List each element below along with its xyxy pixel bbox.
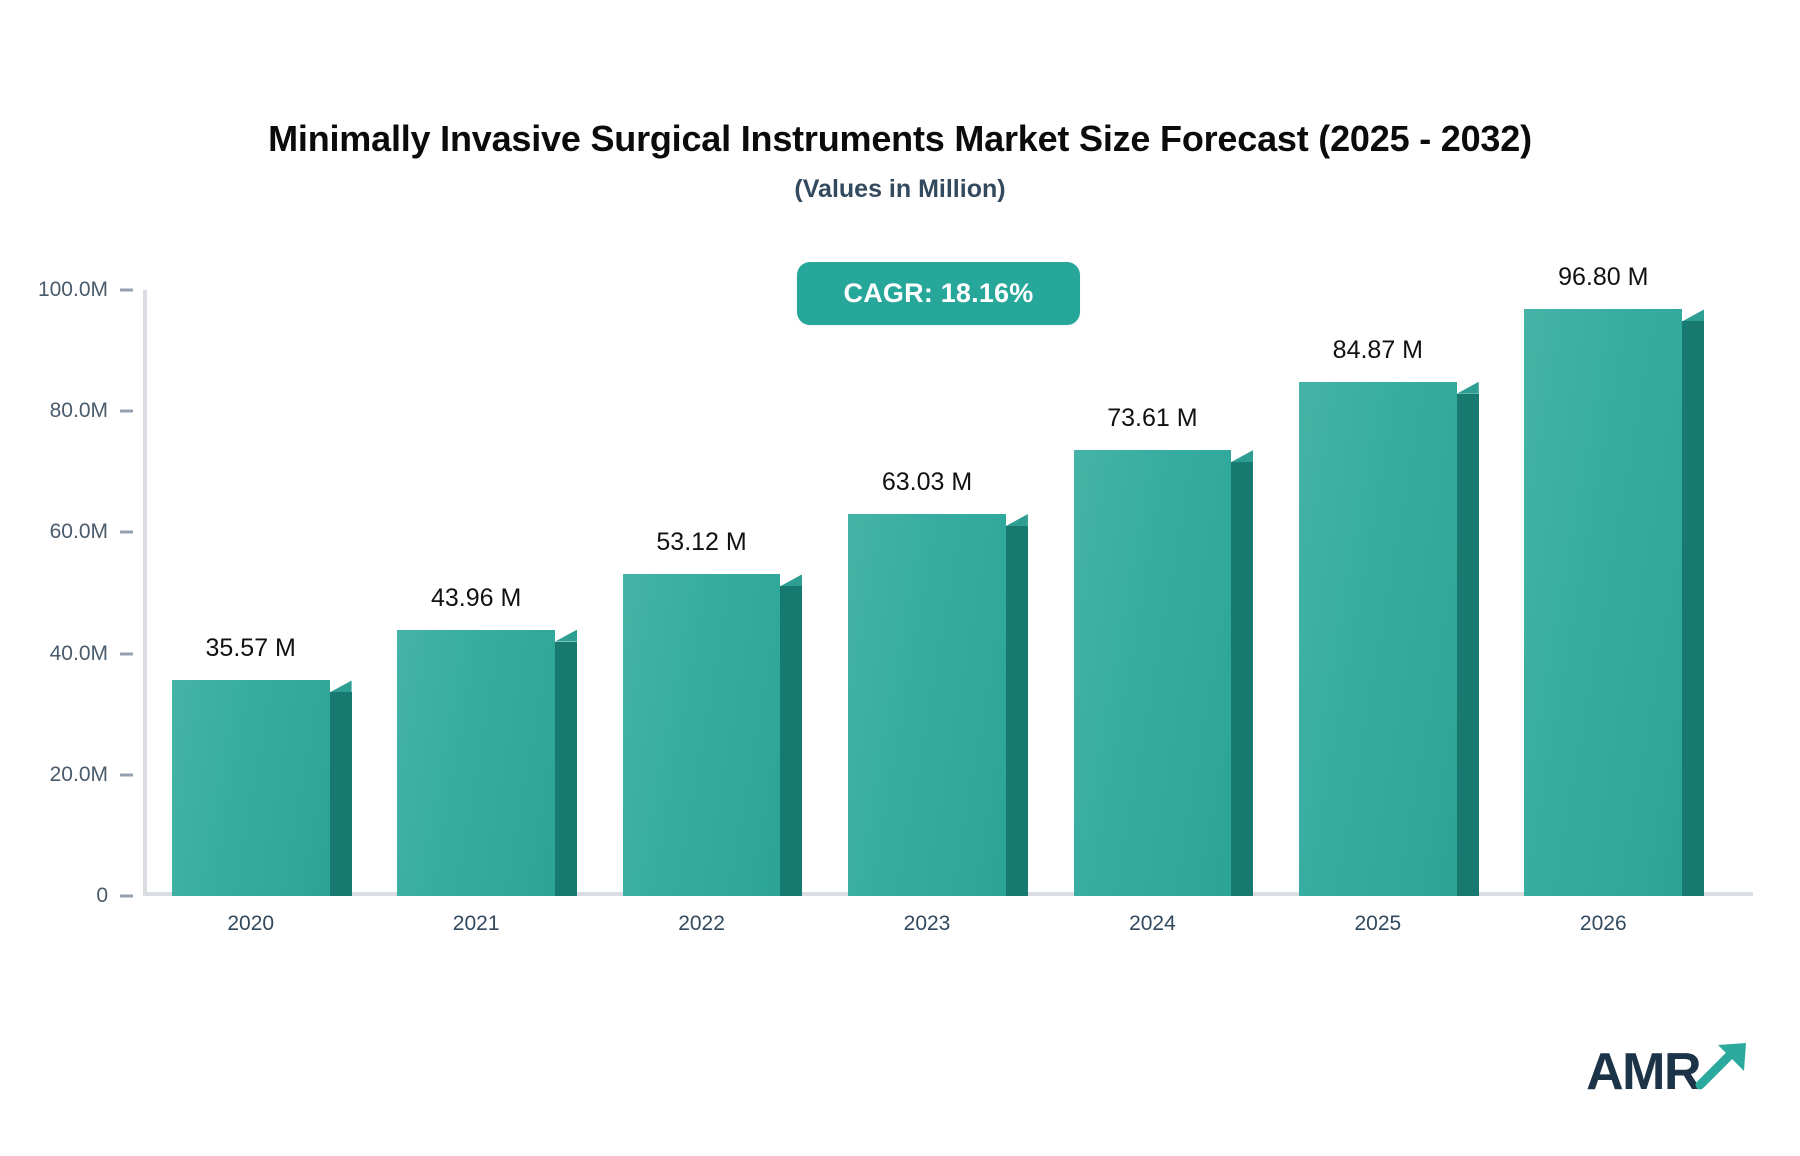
amr-logo-text: AMR (1586, 1043, 1701, 1101)
chart-subtitle: (Values in Million) (794, 175, 1006, 203)
x-axis-tick-label: 2021 (452, 912, 500, 935)
cagr-badge: CAGR: 18.16% (797, 262, 1080, 325)
y-axis-tick-label: 40.0M (49, 641, 108, 665)
bar (1298, 290, 1479, 896)
y-axis-tick-label: 0 (96, 884, 108, 907)
y-axis-tick-label: 100.0M (37, 278, 108, 301)
bar (1524, 290, 1705, 896)
bar-top-face (780, 574, 803, 587)
bar-front-face (397, 629, 556, 896)
y-axis-tick-mark (120, 773, 133, 777)
bar-side-face (780, 586, 803, 896)
y-axis-tick-mark (120, 288, 133, 292)
y-axis-tick-mark (120, 409, 133, 413)
y-axis-spine (143, 290, 147, 896)
bar-side-face (1456, 393, 1479, 896)
x-axis-tick-label: 2026 (1579, 912, 1627, 935)
bar-front-face (1298, 381, 1457, 896)
bar-side-face (1682, 321, 1705, 896)
bar-value-label: 43.96 M (430, 583, 522, 612)
bar-value-label: 35.57 M (205, 634, 296, 663)
x-axis-tick-label: 2022 (678, 912, 725, 935)
bar-top-face (1231, 449, 1254, 462)
y-axis-tick-label: 80.0M (49, 399, 108, 423)
y-axis-tick-label: 60.0M (49, 520, 108, 544)
bar-value-label: 73.61 M (1107, 403, 1198, 432)
cagr-badge-label: CAGR: 18.16% (843, 278, 1034, 308)
bar (397, 290, 578, 896)
bar-front-face (171, 680, 330, 896)
bar-front-face (1073, 449, 1232, 896)
amr-logo: AMR (1586, 1039, 1752, 1098)
y-axis-tick-mark (120, 894, 133, 898)
bar-front-face (1524, 309, 1683, 896)
bar (1073, 290, 1254, 896)
bar-top-face (1005, 514, 1028, 527)
y-axis-tick-mark (120, 652, 133, 656)
bar (171, 290, 352, 896)
arrow-up-right-icon (1694, 1039, 1752, 1096)
bar-top-face (329, 680, 352, 693)
x-axis-tick-label: 2023 (903, 912, 951, 935)
plot-area (143, 290, 1721, 896)
bar (622, 290, 803, 896)
bar-side-face (555, 641, 578, 896)
x-axis-tick-label: 2024 (1129, 912, 1176, 935)
bar-top-face (1456, 381, 1479, 394)
bar-top-face (555, 629, 578, 642)
bar-top-face (1682, 309, 1705, 322)
bar-side-face (329, 692, 352, 896)
bar-front-face (848, 514, 1006, 896)
bar-side-face (1005, 526, 1028, 896)
bar-value-label: 53.12 M (656, 528, 747, 557)
chart-title: Minimally Invasive Surgical Instruments … (268, 118, 1532, 159)
bar-front-face (622, 574, 781, 896)
x-axis-tick-label: 2020 (227, 912, 275, 935)
bar-value-label: 84.87 M (1332, 335, 1424, 364)
bar-value-label: 63.03 M (881, 468, 973, 497)
y-axis-tick-label: 20.0M (49, 762, 108, 786)
y-axis-tick-mark (120, 530, 133, 534)
bar-side-face (1231, 461, 1254, 896)
bar-value-label: 96.80 M (1558, 263, 1649, 292)
x-axis-tick-label: 2025 (1354, 912, 1402, 935)
bar (848, 290, 1028, 896)
